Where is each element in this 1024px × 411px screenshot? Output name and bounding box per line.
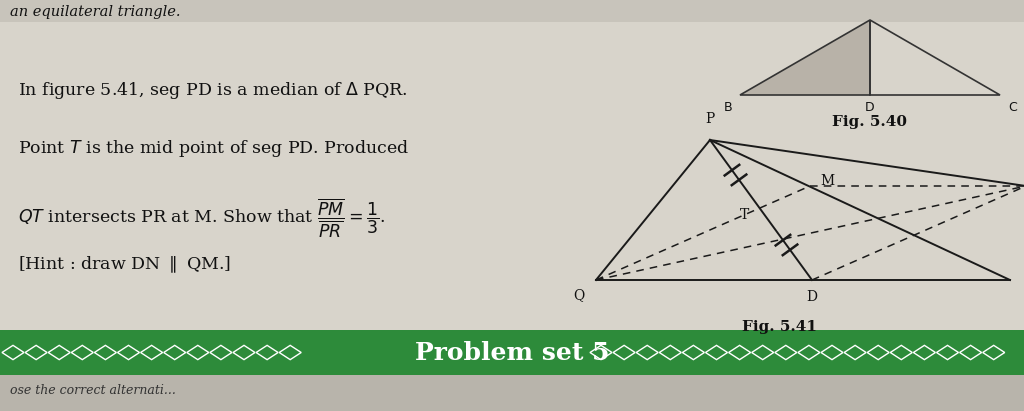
Polygon shape <box>740 20 870 95</box>
Text: D: D <box>865 101 874 114</box>
Text: [Hint : draw DN $\parallel$ QM.]: [Hint : draw DN $\parallel$ QM.] <box>18 254 231 275</box>
Bar <box>0 375 1024 411</box>
Text: $QT$ intersects PR at M. Show that $\dfrac{\overline{PM}}{\overline{PR}} = \dfra: $QT$ intersects PR at M. Show that $\dfr… <box>18 196 385 240</box>
Text: Point $T$ is the mid point of seg PD. Produced: Point $T$ is the mid point of seg PD. Pr… <box>18 138 410 159</box>
Text: P: P <box>706 112 715 126</box>
Text: D: D <box>807 290 817 304</box>
Text: M: M <box>820 174 835 188</box>
Text: ose the correct alternati...: ose the correct alternati... <box>10 383 176 397</box>
Bar <box>0 330 1024 375</box>
Text: Fig. 5.40: Fig. 5.40 <box>833 115 907 129</box>
Text: Q: Q <box>572 288 584 302</box>
Bar <box>0 0 1024 22</box>
Text: T: T <box>739 208 749 222</box>
Text: B: B <box>723 101 732 114</box>
Text: Fig. 5.41: Fig. 5.41 <box>742 320 817 334</box>
Text: C: C <box>1008 101 1017 114</box>
Text: an equilateral triangle.: an equilateral triangle. <box>10 5 180 19</box>
Text: In figure 5.41, seg PD is a median of $\Delta$ PQR.: In figure 5.41, seg PD is a median of $\… <box>18 80 408 101</box>
Text: Problem set 5: Problem set 5 <box>415 340 609 365</box>
